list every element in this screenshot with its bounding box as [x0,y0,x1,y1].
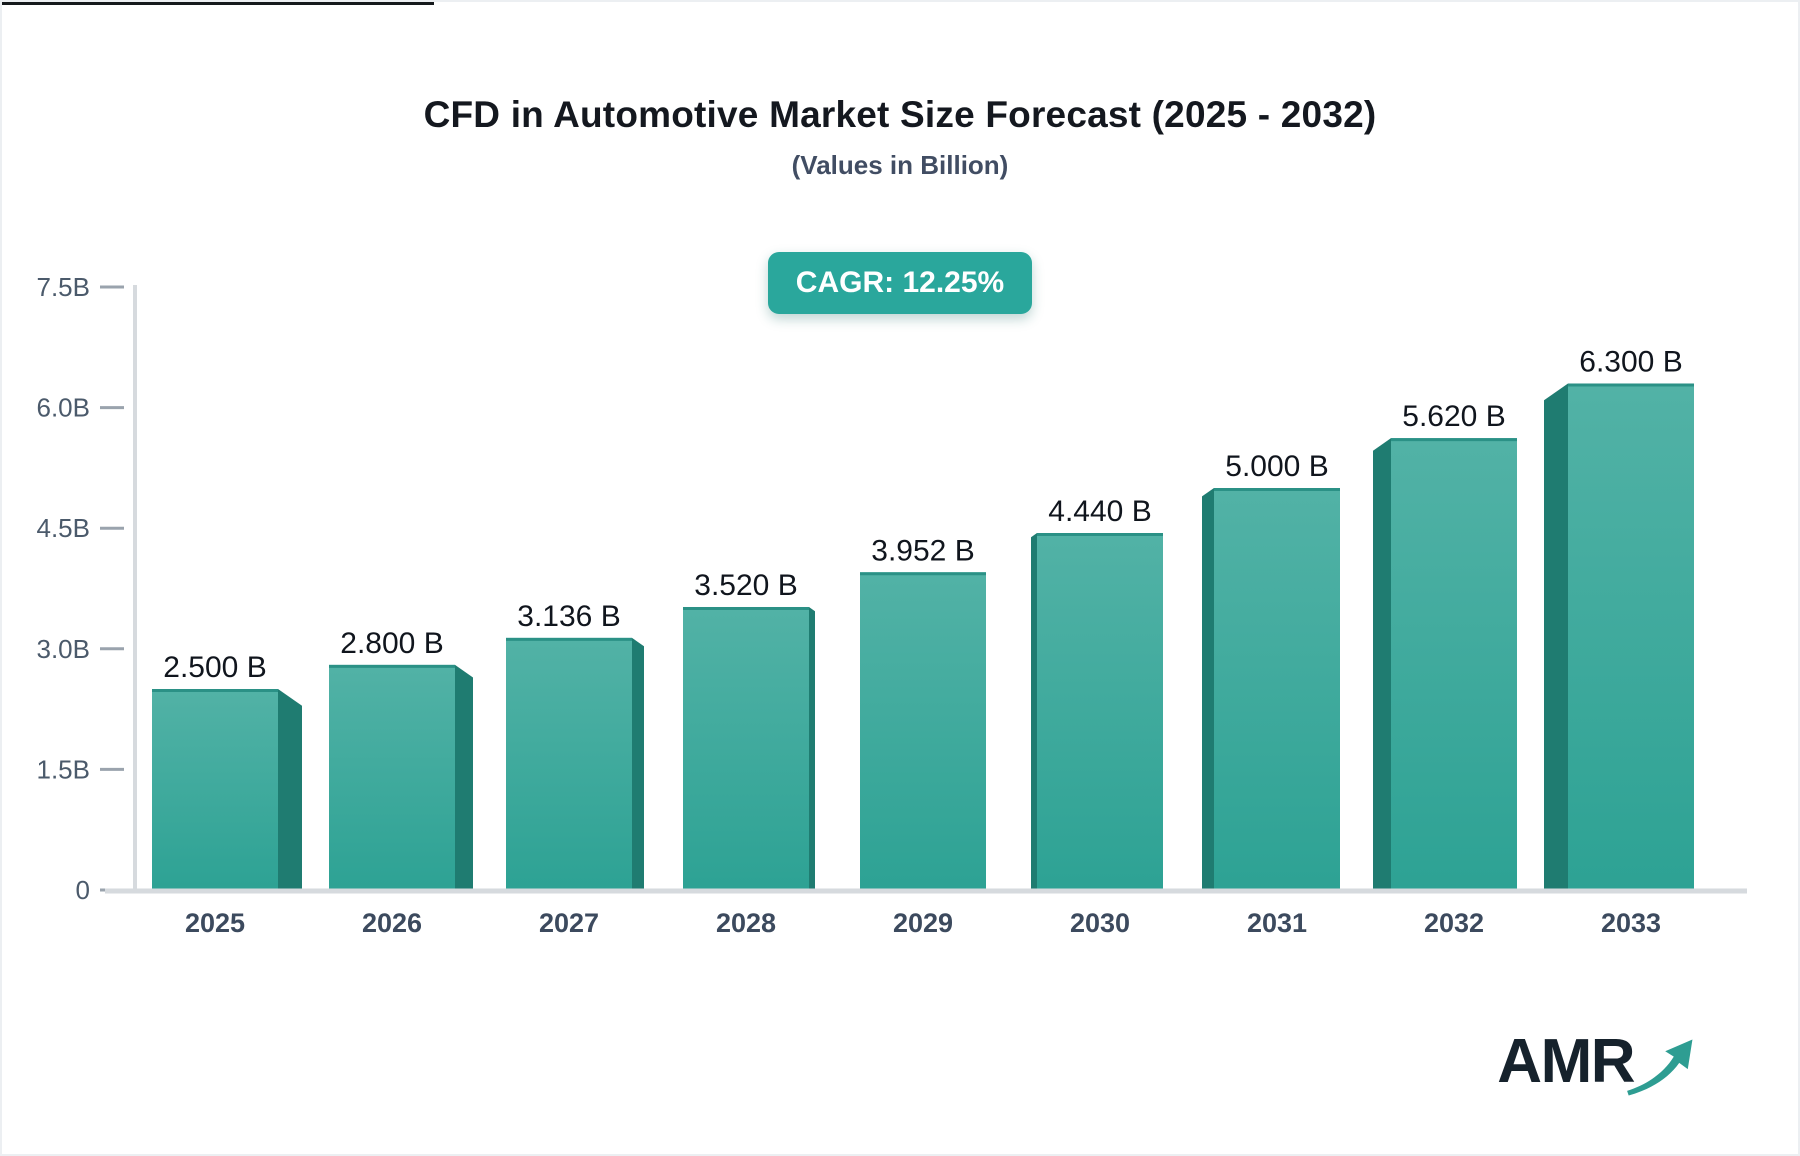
y-axis-tick-label: 7.5B [37,272,91,302]
bar-side-panel [1373,438,1391,890]
bar-value-label: 5.620 B [1402,400,1505,433]
bar-side-panel [1031,533,1037,890]
y-axis-tick-label: 3.0B [37,634,91,664]
bar-side-panel [1202,488,1214,890]
bar [1391,438,1517,890]
x-axis-label: 2031 [1247,908,1307,938]
bar-side-panel [1544,383,1568,890]
x-axis-label: 2027 [539,908,599,938]
bar-value-label: 5.000 B [1225,450,1328,483]
chart-subtitle: (Values in Billion) [791,150,1009,180]
bar-value-label: 4.440 B [1048,495,1151,528]
amr-logo: AMR [1497,1031,1694,1104]
chart-title: CFD in Automotive Market Size Forecast (… [423,94,1377,135]
amr-logo-text: AMR [1497,1027,1635,1096]
x-axis-label: 2026 [362,908,422,938]
bar-value-label: 2.500 B [163,651,266,684]
x-axis-label: 2028 [716,908,776,938]
bar [329,664,455,890]
y-axis-tick-label: 4.5B [37,513,91,543]
x-axis-label: 2030 [1070,908,1130,938]
bar [1568,383,1694,890]
bar-side-panel [278,689,302,890]
bar-side-panel [632,637,644,890]
x-axis-label: 2025 [185,908,245,938]
cagr-badge-row: CAGR: 12.25% [2,252,1798,314]
bar-value-label: 6.300 B [1579,345,1682,378]
y-axis-tick-label: 0 [76,875,90,905]
bar [1037,533,1163,890]
bar-value-label: 3.136 B [517,600,620,633]
bar [860,572,986,890]
bar [506,637,632,890]
growth-arrow-icon [1624,1033,1694,1104]
bar-value-label: 3.520 B [694,569,797,602]
bar-value-label: 3.952 B [871,534,974,567]
bar [1214,488,1340,890]
cagr-badge: CAGR: 12.25% [767,252,1033,314]
y-axis-tick-label: 6.0B [37,393,91,423]
bar [683,606,809,890]
top-accent-line [2,2,434,5]
bar-side-panel [455,664,473,890]
x-axis-label: 2032 [1424,908,1484,938]
bar-side-panel [809,606,815,890]
x-axis-label: 2029 [893,908,953,938]
bar [152,689,278,890]
y-axis-tick-label: 1.5B [37,754,91,784]
x-axis-label: 2033 [1601,908,1661,938]
bar-value-label: 2.800 B [340,627,443,660]
